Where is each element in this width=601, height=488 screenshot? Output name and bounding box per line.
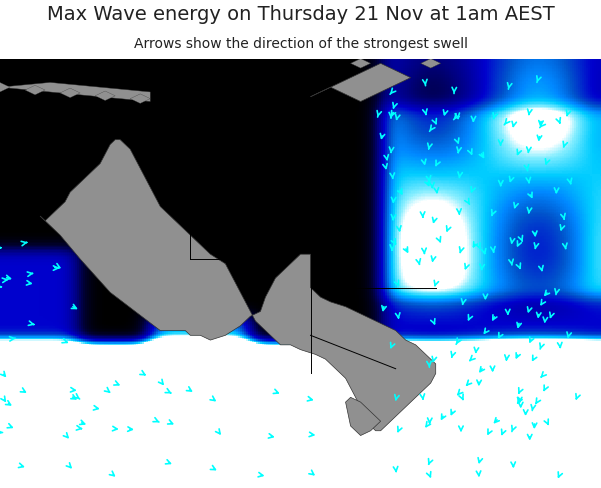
Polygon shape: [25, 85, 45, 95]
Polygon shape: [40, 140, 436, 431]
Polygon shape: [60, 88, 80, 98]
Text: Max Wave energy on Thursday 21 Nov at 1am AEST: Max Wave energy on Thursday 21 Nov at 1a…: [47, 5, 554, 24]
Polygon shape: [0, 82, 150, 102]
Text: Arrows show the direction of the strongest swell: Arrows show the direction of the stronge…: [133, 37, 468, 51]
Polygon shape: [350, 59, 371, 68]
Polygon shape: [346, 397, 380, 435]
Polygon shape: [95, 91, 115, 101]
Polygon shape: [421, 59, 441, 68]
Polygon shape: [311, 63, 410, 102]
Polygon shape: [0, 82, 10, 92]
Polygon shape: [130, 94, 150, 103]
